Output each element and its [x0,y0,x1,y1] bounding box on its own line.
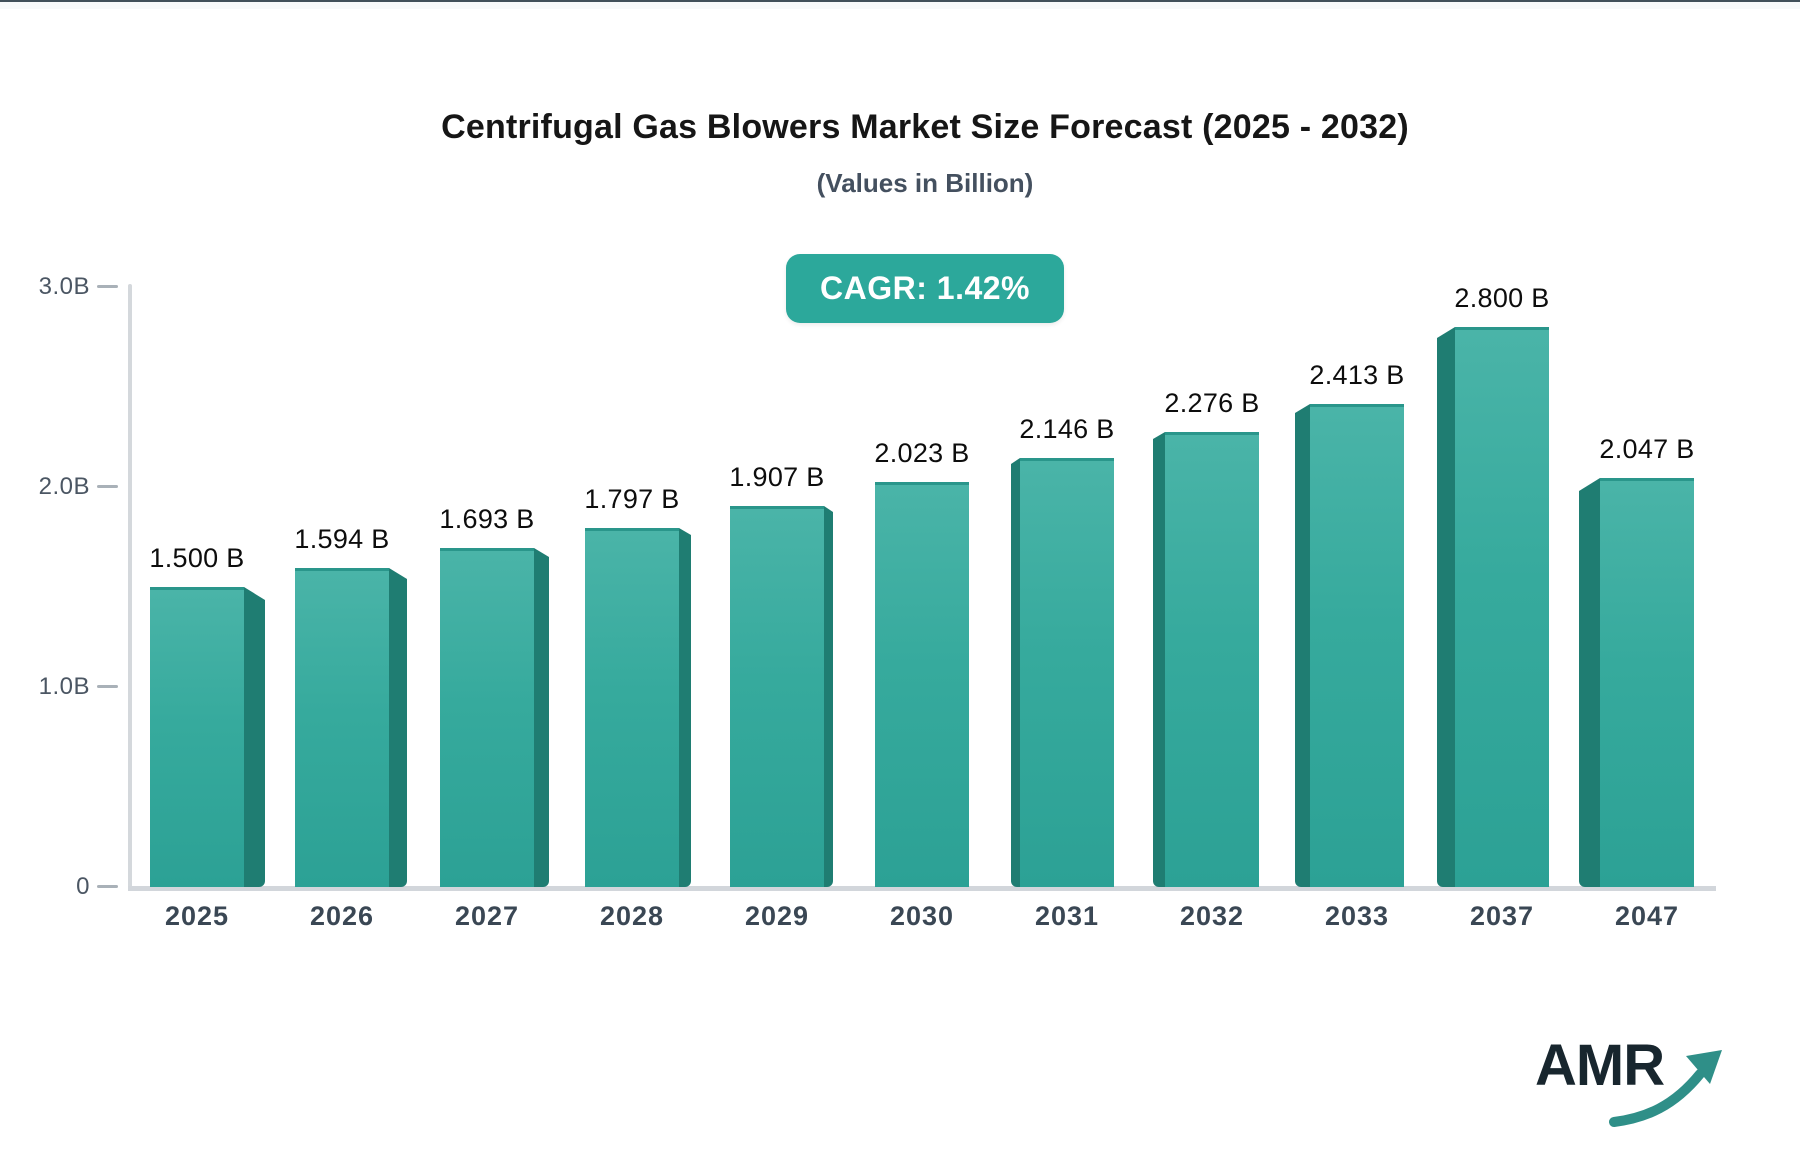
bar-side-face [1579,478,1600,887]
bar-side-face [824,506,833,887]
top-strip [0,2,1800,9]
bar-value-label: 1.797 B [584,484,680,514]
bar-face [1020,458,1114,887]
bar-value-label: 2.800 B [1454,283,1550,313]
bar-value-label: 2.047 B [1599,434,1695,464]
growth-arrow-icon [1609,1050,1722,1127]
y-axis-tick-mark [97,485,118,488]
bar-face [1455,327,1549,887]
amr-logo: AMR [1530,1032,1730,1132]
chart-title: Centrifugal Gas Blowers Market Size Fore… [441,108,1409,146]
bar-face [1600,478,1694,887]
y-axis-tick-label: 2.0B [38,473,90,500]
y-axis-tick-mark [97,685,118,688]
chart-subtitle: (Values in Billion) [816,168,1034,198]
x-axis-label: 2027 [454,901,520,931]
bar-side-face [1011,458,1020,887]
x-axis-line [128,886,1716,891]
x-axis-label: 2029 [744,901,810,931]
cagr-badge-label: CAGR: 1.42% [820,270,1030,306]
x-axis-label: 2033 [1324,901,1390,931]
bar-side-face [534,548,549,887]
x-axis-label: 2047 [1614,901,1680,931]
bar-face [1310,404,1404,887]
bar-face [585,528,679,887]
bar-side-face [1153,432,1165,887]
bar-side-face [1437,327,1455,887]
bar-value-label: 2.276 B [1164,388,1260,418]
bar-face [730,506,824,887]
top-border-line [0,0,1800,2]
bar-value-label: 2.023 B [874,438,970,468]
y-axis-tick-label: 0 [76,873,90,900]
x-axis-label: 2028 [599,901,665,931]
x-axis-label: 2026 [309,901,375,931]
bar-face [875,482,969,887]
amr-logo-text: AMR [1535,1033,1665,1098]
bar-side-face [1295,404,1310,887]
cagr-badge: CAGR: 1.42% [786,254,1064,323]
y-axis-tick-mark [97,285,118,288]
bar-face [440,548,534,887]
bar-side-face [389,568,407,887]
x-axis-label: 2037 [1469,901,1535,931]
bar-face [150,587,244,887]
y-axis-line [128,284,132,889]
x-axis-label: 2031 [1034,901,1100,931]
y-axis-tick-label: 1.0B [38,673,90,700]
bar-face [1165,432,1259,887]
x-axis-label: 2025 [164,901,230,931]
bar-value-label: 1.693 B [439,504,535,534]
bar-value-label: 2.413 B [1309,360,1405,390]
x-axis-label: 2030 [889,901,955,931]
y-axis-tick-mark [97,885,118,888]
bar-face [295,568,389,887]
y-axis-tick-label: 3.0B [38,273,90,300]
bar-value-label: 2.146 B [1019,414,1115,444]
x-axis-label: 2032 [1179,901,1245,931]
bar-value-label: 1.594 B [294,524,390,554]
bar-value-label: 1.907 B [729,462,825,492]
bar-side-face [679,528,691,887]
bar-side-face [244,587,265,887]
bar-value-label: 1.500 B [149,543,245,573]
